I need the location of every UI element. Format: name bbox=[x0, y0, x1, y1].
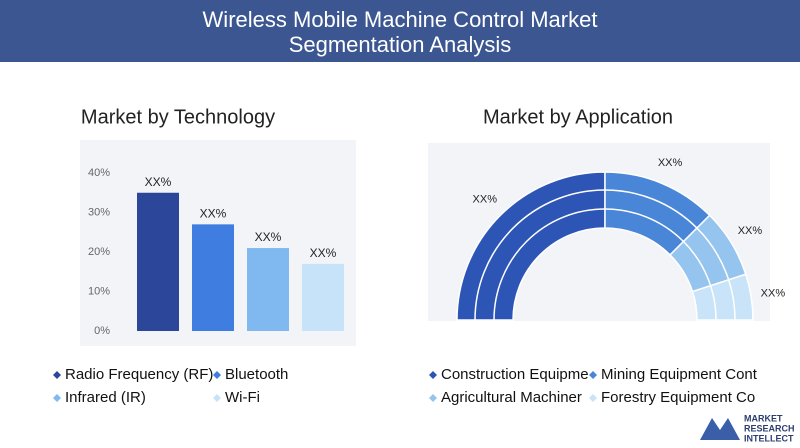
legend-label: Construction Equipme bbox=[441, 366, 589, 383]
y-tick-label: 40% bbox=[88, 167, 110, 179]
legend-marker bbox=[589, 394, 597, 402]
y-tick-label: 20% bbox=[88, 246, 110, 258]
header: Wireless Mobile Machine Control Market S… bbox=[0, 0, 800, 62]
data-label: XX% bbox=[255, 230, 282, 244]
chart-title: Market by Application bbox=[483, 106, 673, 128]
data-label: XX% bbox=[658, 157, 683, 169]
legend-marker bbox=[53, 371, 61, 379]
bar bbox=[302, 263, 344, 331]
logo-text: INTELLECT bbox=[744, 433, 794, 443]
legend-label: Radio Frequency (RF) bbox=[65, 366, 213, 383]
legend-label: Bluetooth bbox=[225, 366, 288, 383]
legend-marker bbox=[429, 394, 437, 402]
logo-text: MARKET bbox=[744, 413, 783, 423]
data-label: XX% bbox=[738, 225, 763, 237]
donut-segment bbox=[691, 273, 754, 321]
data-label: XX% bbox=[761, 287, 786, 299]
data-label: XX% bbox=[145, 175, 172, 189]
data-label: XX% bbox=[473, 194, 498, 206]
data-label: XX% bbox=[310, 246, 337, 260]
legend-label: Wi-Fi bbox=[225, 389, 260, 406]
legend-label: Infrared (IR) bbox=[65, 389, 146, 406]
ring-divider bbox=[474, 189, 736, 321]
legend-marker bbox=[589, 371, 597, 379]
data-label: XX% bbox=[200, 207, 227, 221]
legend-marker bbox=[429, 371, 437, 379]
legend-marker bbox=[53, 394, 61, 402]
logo-text: RESEARCH bbox=[744, 423, 795, 433]
chart-title: Market by Technology bbox=[81, 106, 275, 128]
y-tick-label: 0% bbox=[94, 325, 110, 337]
ring-divider bbox=[493, 208, 717, 321]
y-tick-label: 30% bbox=[88, 206, 110, 218]
bar bbox=[247, 248, 289, 331]
legend-label: Mining Equipment Cont bbox=[601, 366, 758, 383]
logo-icon bbox=[700, 418, 740, 440]
bar bbox=[192, 224, 234, 331]
legend-label: Agricultural Machiner bbox=[441, 389, 582, 406]
legend-label: Forestry Equipment Co bbox=[601, 389, 755, 406]
y-tick-label: 10% bbox=[88, 285, 110, 297]
legend-marker bbox=[213, 394, 221, 402]
bar bbox=[137, 192, 179, 331]
legend-marker bbox=[213, 371, 221, 379]
